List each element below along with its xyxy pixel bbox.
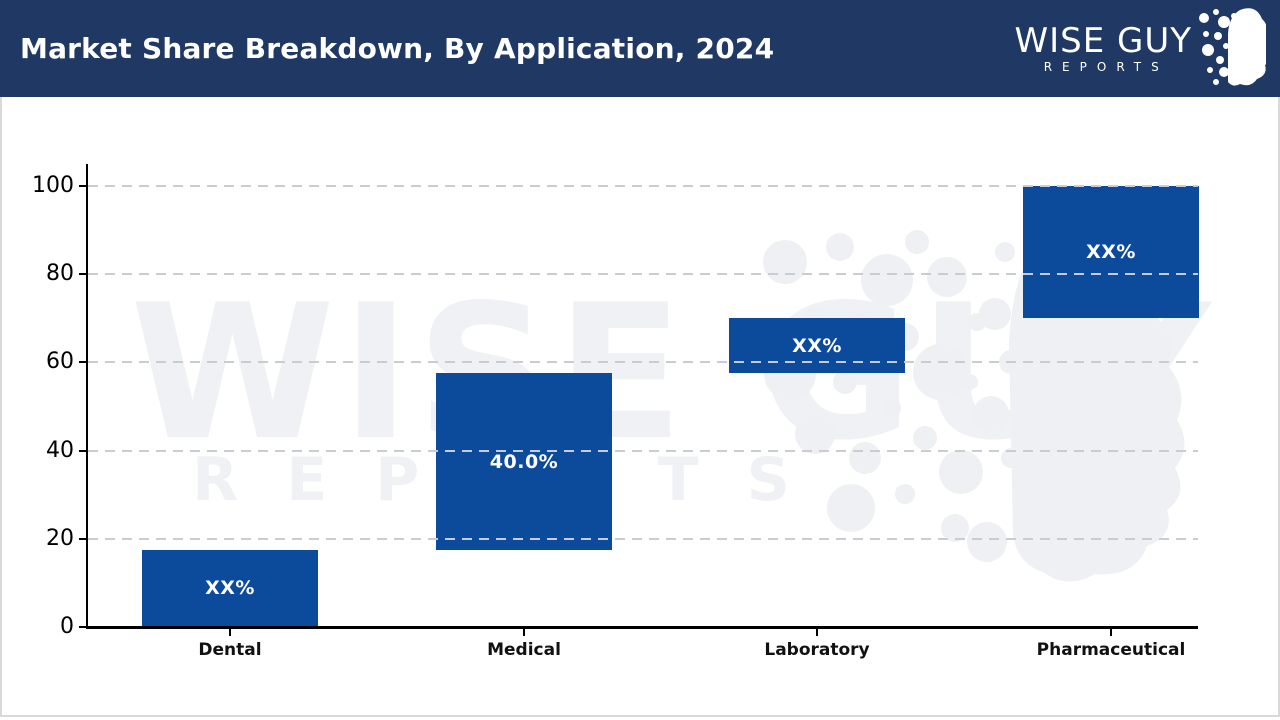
header: Market Share Breakdown, By Application, … xyxy=(0,0,1280,97)
gridline-20 xyxy=(88,537,1198,540)
x-category-label: Medical xyxy=(487,640,561,660)
y-tick-40 xyxy=(79,449,87,452)
x-tick-0 xyxy=(229,629,231,636)
x-category-label: Pharmaceutical xyxy=(1036,640,1186,660)
y-tick-label-0: 0 xyxy=(60,614,74,639)
x-tick-1 xyxy=(523,629,525,636)
x-tick-3 xyxy=(1110,629,1112,636)
y-tick-100 xyxy=(79,185,87,187)
bar-value-label: XX% xyxy=(1086,241,1136,264)
y-tick-label-40: 40 xyxy=(46,437,74,463)
y-tick-80 xyxy=(79,273,87,276)
watermark-face-icon xyxy=(755,222,1190,591)
page-title: Market Share Breakdown, By Application, … xyxy=(20,32,775,65)
y-tick-0 xyxy=(79,626,87,628)
gridline-100 xyxy=(88,185,1198,187)
y-tick-label-80: 80 xyxy=(46,261,74,287)
y-tick-label-20: 20 xyxy=(46,525,74,551)
bar-medical: 40.0% xyxy=(436,373,612,550)
bar-value-label: XX% xyxy=(205,577,255,600)
x-category-label: Laboratory xyxy=(764,640,870,660)
gridline-80 xyxy=(88,273,1198,276)
x-tick-2 xyxy=(816,629,818,636)
canvas-border-right xyxy=(1278,97,1280,717)
gridline-40 xyxy=(88,449,1198,452)
bar-laboratory: XX% xyxy=(729,318,905,374)
bar-dental: XX% xyxy=(142,549,318,627)
x-axis-line xyxy=(86,626,1198,629)
canvas-border-bottom xyxy=(0,715,1280,717)
bar-value-label: 40.0% xyxy=(489,450,559,473)
y-tick-label-100: 100 xyxy=(32,173,74,198)
logo-face-icon xyxy=(1196,4,1270,94)
x-category-label: Dental xyxy=(198,640,262,660)
y-axis-line xyxy=(86,164,88,629)
y-tick-60 xyxy=(79,361,87,364)
y-tick-20 xyxy=(79,537,87,540)
logo-text: WISE GUY REPORTS xyxy=(1014,24,1192,73)
wise-guy-reports-logo: WISE GUY REPORTS xyxy=(1014,4,1270,94)
y-tick-label-60: 60 xyxy=(46,349,74,375)
logo-wordmark: WISE GUY xyxy=(1014,21,1192,61)
canvas-border-left xyxy=(0,97,2,717)
bar-value-label: XX% xyxy=(792,334,842,357)
gridline-60 xyxy=(88,361,1198,364)
bar-pharmaceutical: XX% xyxy=(1023,186,1199,319)
logo-subtitle: REPORTS xyxy=(1043,60,1169,74)
